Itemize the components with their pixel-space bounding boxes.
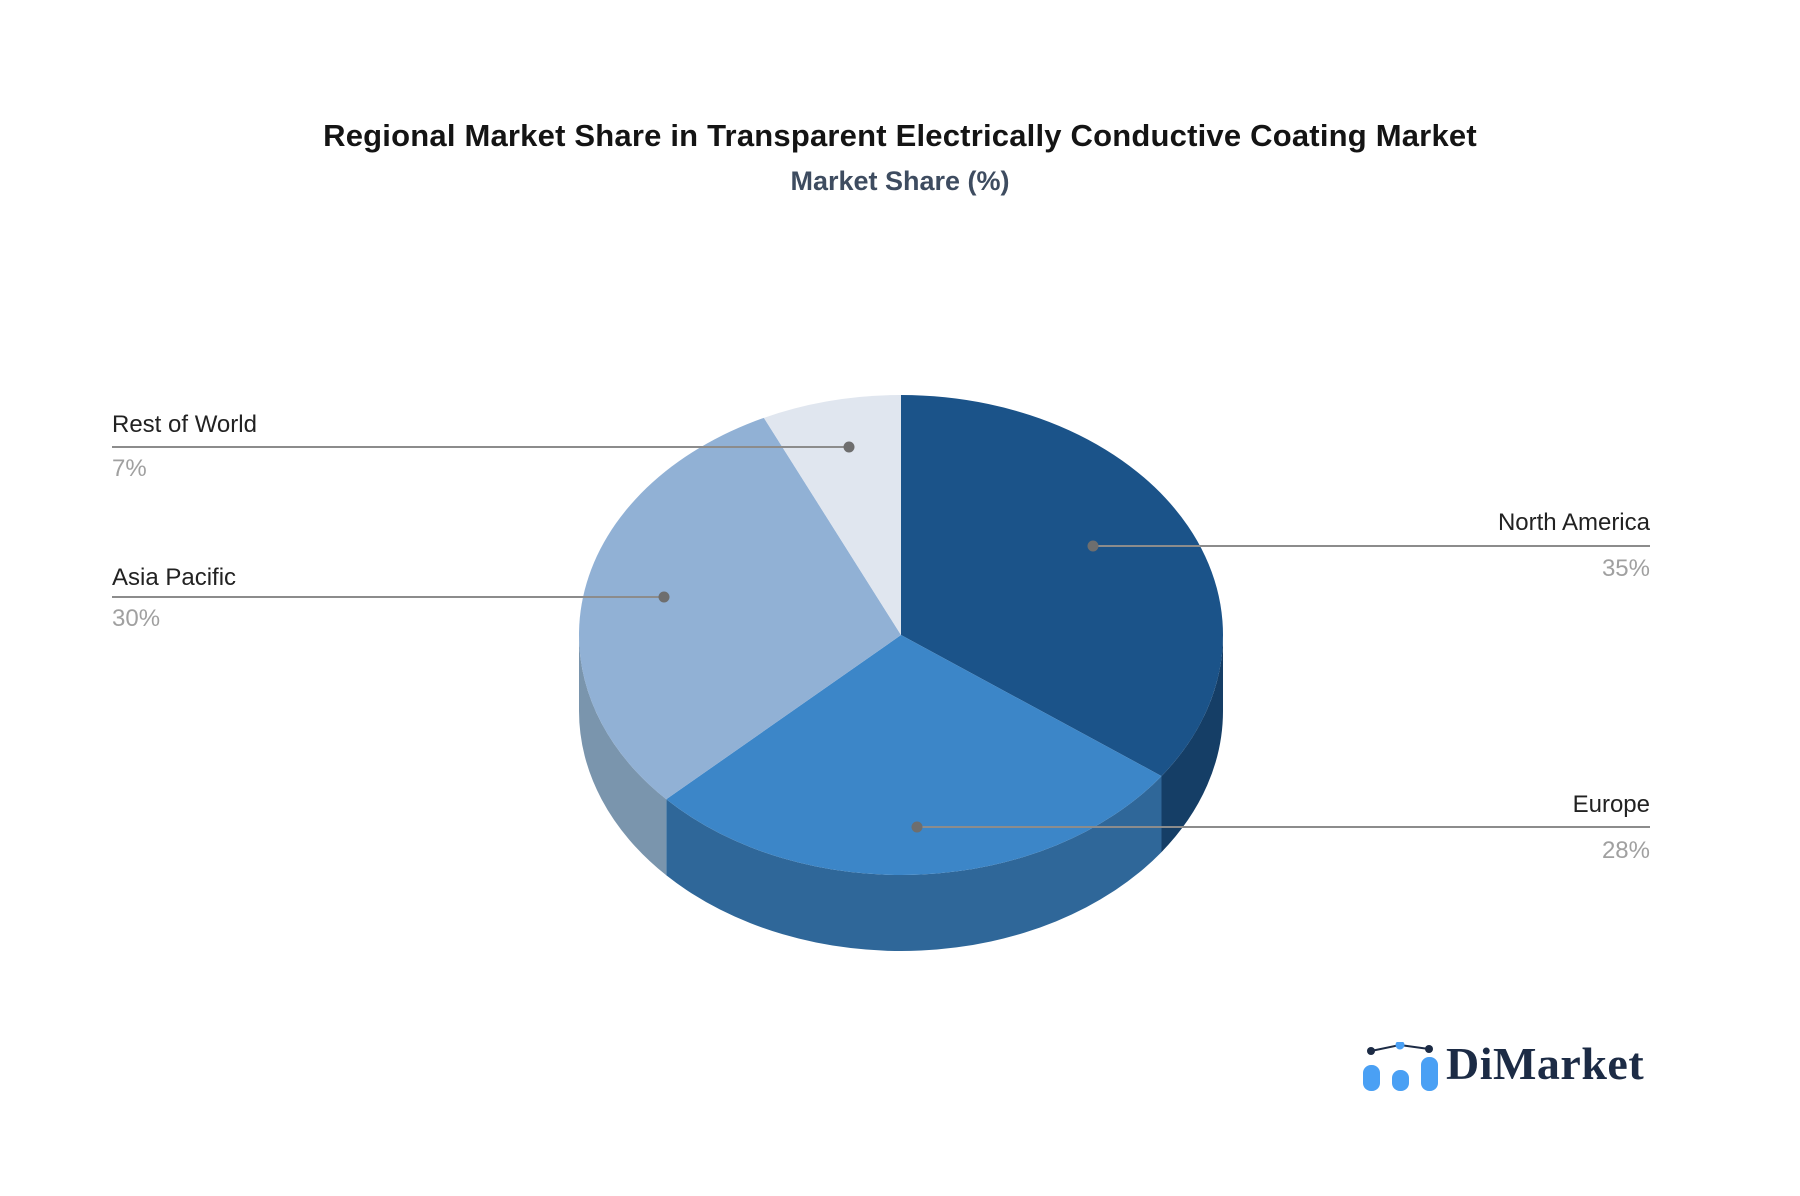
chart-subtitle: Market Share (%) [790,166,1010,196]
label-dot-rest-of-world [843,441,855,453]
pie-slice-north-america[interactable] [901,395,1223,777]
dimarket-logo-text: DiMarket [1446,1038,1645,1089]
chart-title: Regional Market Share in Transparent Ele… [323,118,1477,153]
pct-europe: 28% [1601,837,1650,864]
label-dot-europe [911,821,923,833]
pie-slice-asia-pacific[interactable] [579,417,901,800]
label-rest-of-world: Rest of World [112,411,257,438]
label-north-america: North America [1497,509,1650,536]
pie-slice-side-asia-pacific [579,635,667,876]
pie-slice-side-north-america [1161,635,1223,853]
pie-slice-rest-of-world[interactable] [763,395,901,635]
pct-rest-of-world: 7% [112,455,147,482]
label-dot-asia-pacific [658,591,670,603]
pct-north-america: 35% [1601,555,1650,582]
label-europe: Europe [1572,791,1650,818]
dimarket-logo-icon [1363,1042,1438,1091]
label-dot-north-america [1087,540,1099,552]
pie-slice-europe[interactable] [666,635,1162,875]
label-asia-pacific: Asia Pacific [112,564,237,591]
pct-asia-pacific: 30% [112,605,161,632]
brand-logo: DiMarket [1362,1038,1692,1098]
pie-slice-side-europe [666,776,1162,951]
